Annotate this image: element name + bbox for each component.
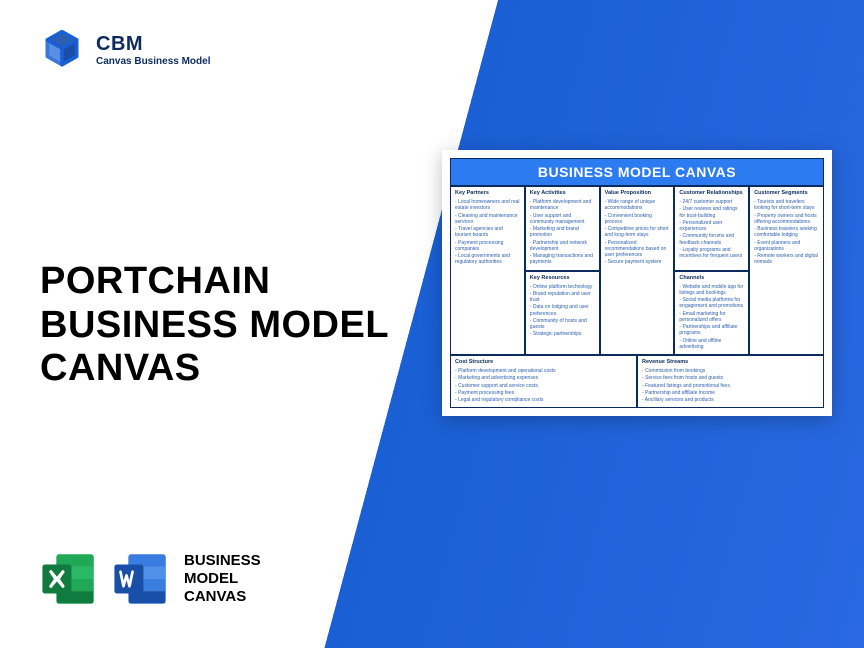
cell-key-partners: Key Partners Local homeowners and real e…	[450, 186, 525, 355]
list-item: Platform development and operational cos…	[455, 368, 632, 374]
title-line-3: CANVAS	[40, 347, 389, 391]
cell-cost-structure: Cost Structure Platform development and …	[450, 355, 637, 408]
cell-list: Commission from bookingsService fees fro…	[642, 368, 819, 403]
cell-list: Platform development and maintenanceUser…	[530, 199, 595, 266]
list-item: Secure payment system	[605, 259, 670, 265]
list-item: Property owners and hosts offering accom…	[754, 213, 819, 226]
brand-logo: CBM Canvas Business Model	[40, 28, 210, 72]
list-item: Featured listings and promotional fees	[642, 383, 819, 389]
cell-customer-segments: Customer Segments Tourists and travelers…	[749, 186, 824, 355]
logo-subtitle: Canvas Business Model	[96, 56, 210, 67]
list-item: Remote workers and digital nomads	[754, 253, 819, 266]
list-item: Community of hosts and guests	[530, 318, 595, 331]
list-item: Local governments and regulatory authori…	[455, 253, 520, 266]
list-item: Brand reputation and user trust	[530, 291, 595, 304]
word-icon	[112, 550, 170, 608]
list-item: Business travelers seeking comfortable l…	[754, 226, 819, 239]
list-item: Marketing and advertising expenses	[455, 375, 632, 381]
list-item: Online platform technology	[530, 284, 595, 290]
list-item: Personalized user experiences	[679, 220, 744, 233]
list-item: Customer support and service costs	[455, 383, 632, 389]
cell-list: Website and mobile app for listings and …	[679, 284, 744, 351]
cell-title: Cost Structure	[455, 359, 632, 365]
list-item: Payment processing companies	[455, 240, 520, 253]
list-item: Social media platforms for engagement an…	[679, 297, 744, 310]
cell-list: Local homeowners and real estate investo…	[455, 199, 520, 266]
list-item: Commission from bookings	[642, 368, 819, 374]
list-item: Travel agencies and tourism boards	[455, 226, 520, 239]
list-item: Legal and regulatory compliance costs	[455, 397, 632, 403]
list-item: Wide range of unique accommodations	[605, 199, 670, 212]
list-item: Website and mobile app for listings and …	[679, 284, 744, 297]
list-item: 24/7 customer support	[679, 199, 744, 205]
bottom-line-1: BUSINESS	[184, 552, 261, 570]
list-item: Partnership and network development	[530, 240, 595, 253]
cell-customer-relationships: Customer Relationships 24/7 customer sup…	[674, 186, 749, 271]
list-item: Marketing and brand promotion	[530, 226, 595, 239]
cell-key-activities: Key Activities Platform development and …	[525, 186, 600, 271]
cell-value-proposition: Value Proposition Wide range of unique a…	[600, 186, 675, 355]
title-line-2: BUSINESS MODEL	[40, 304, 389, 348]
list-item: Community forums and feedback channels	[679, 233, 744, 246]
list-item: Managing transactions and payments	[530, 253, 595, 266]
cell-title: Key Partners	[455, 190, 520, 196]
list-item: Payment processing fees	[455, 390, 632, 396]
cell-title: Key Activities	[530, 190, 595, 196]
list-item: Event planners and organizations	[754, 240, 819, 253]
bottom-label: BUSINESS MODEL CANVAS	[184, 552, 261, 606]
logo-title: CBM	[96, 33, 210, 56]
file-format-area: BUSINESS MODEL CANVAS	[40, 550, 261, 608]
list-item: User reviews and ratings for trust-build…	[679, 206, 744, 219]
canvas-grid: Key Partners Local homeowners and real e…	[450, 186, 824, 355]
list-item: Ancillary services and products	[642, 397, 819, 403]
canvas-header: BUSINESS MODEL CANVAS	[450, 158, 824, 186]
list-item: Data on lodging and user preferences	[530, 304, 595, 317]
cell-list: Wide range of unique accommodationsConve…	[605, 199, 670, 266]
cell-title: Customer Relationships	[679, 190, 744, 196]
cell-key-resources: Key Resources Online platform technology…	[525, 271, 600, 356]
list-item: Email marketing for personalized offers	[679, 311, 744, 324]
page-title: PORTCHAIN BUSINESS MODEL CANVAS	[40, 260, 389, 391]
list-item: Competitive prices for short and long-te…	[605, 226, 670, 239]
cell-title: Value Proposition	[605, 190, 670, 196]
cell-revenue-streams: Revenue Streams Commission from bookings…	[637, 355, 824, 408]
list-item: Strategic partnerships	[530, 331, 595, 337]
list-item: Tourists and travelers looking for short…	[754, 199, 819, 212]
list-item: User support and community management	[530, 213, 595, 226]
bottom-line-3: CANVAS	[184, 588, 261, 606]
list-item: Platform development and maintenance	[530, 199, 595, 212]
list-item: Online and offline advertising	[679, 338, 744, 351]
cell-title: Customer Segments	[754, 190, 819, 196]
cbm-logo-icon	[40, 28, 84, 72]
excel-icon	[40, 550, 98, 608]
list-item: Personalized recommendations based on us…	[605, 240, 670, 259]
cell-title: Channels	[679, 275, 744, 281]
canvas-preview: BUSINESS MODEL CANVAS Key Partners Local…	[442, 150, 832, 416]
bottom-line-2: MODEL	[184, 570, 261, 588]
list-item: Partnerships and affiliate programs	[679, 324, 744, 337]
cell-channels: Channels Website and mobile app for list…	[674, 271, 749, 356]
cell-list: Tourists and travelers looking for short…	[754, 199, 819, 266]
list-item: Service fees from hosts and guests	[642, 375, 819, 381]
list-item: Local homeowners and real estate investo…	[455, 199, 520, 212]
cell-list: 24/7 customer supportUser reviews and ra…	[679, 199, 744, 259]
list-item: Partnership and affiliate income	[642, 390, 819, 396]
cell-list: Platform development and operational cos…	[455, 368, 632, 403]
canvas-bottom-row: Cost Structure Platform development and …	[450, 355, 824, 408]
list-item: Convenient booking process	[605, 213, 670, 226]
list-item: Cleaning and maintenance services	[455, 213, 520, 226]
cell-list: Online platform technologyBrand reputati…	[530, 284, 595, 338]
cell-title: Key Resources	[530, 275, 595, 281]
list-item: Loyalty programs and incentives for freq…	[679, 247, 744, 260]
cell-title: Revenue Streams	[642, 359, 819, 365]
title-line-1: PORTCHAIN	[40, 260, 389, 304]
